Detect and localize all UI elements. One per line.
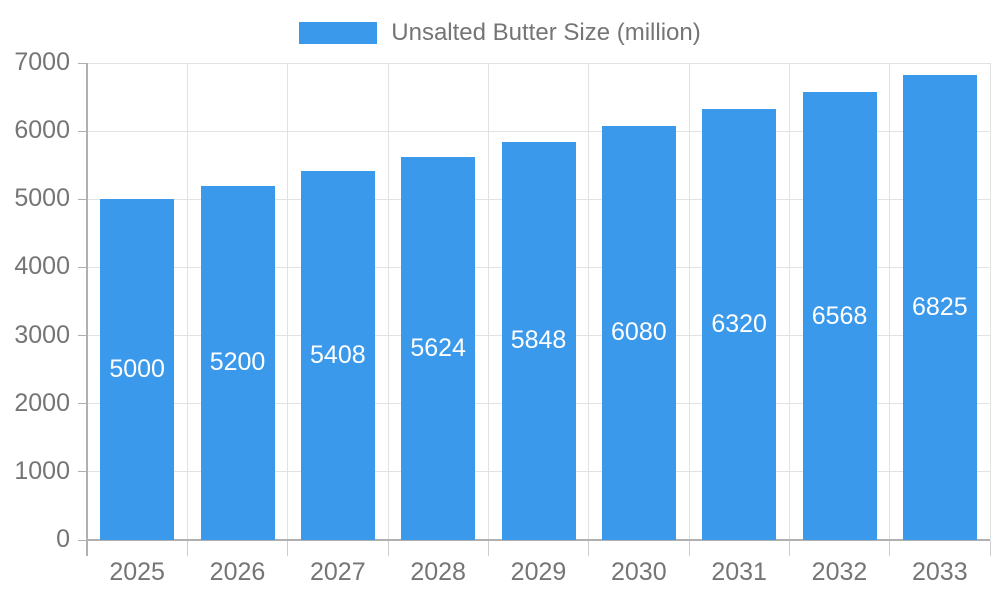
x-axis-tick-label: 2030: [611, 558, 667, 586]
bar[interactable]: 5000: [100, 199, 175, 540]
y-axis-tick: [78, 266, 87, 268]
bar-value-label: 5200: [209, 348, 266, 377]
bar-value-label: 5624: [410, 333, 466, 362]
x-axis-tick-label: 2032: [811, 558, 868, 586]
legend: Unsalted Butter Size (million): [0, 16, 1000, 50]
x-axis-tick: [889, 541, 891, 556]
y-axis-tick: [78, 471, 87, 473]
bar[interactable]: 5624: [401, 156, 476, 540]
bar-value-label: 6320: [711, 310, 767, 339]
bar[interactable]: 5848: [501, 141, 576, 540]
y-axis-tick: [78, 62, 87, 64]
grid-line-vertical: [889, 63, 891, 540]
bar[interactable]: 5200: [200, 185, 275, 540]
grid-line-vertical: [387, 63, 389, 540]
x-axis-tick-label: 2031: [711, 558, 767, 586]
bar-value-label: 5408: [310, 341, 366, 370]
bar-value-label: 6568: [811, 301, 868, 330]
bar-value-label: 5848: [510, 326, 567, 355]
grid-line-vertical: [487, 63, 489, 540]
bar[interactable]: 6080: [601, 125, 676, 540]
y-axis-tick-label: 0: [56, 525, 70, 553]
y-axis-tick-label: 7000: [14, 48, 70, 76]
y-axis-tick-label: 2000: [14, 388, 70, 417]
y-axis-line: [86, 63, 88, 556]
bar-value-label: 6825: [912, 292, 968, 321]
grid-line-vertical: [989, 63, 991, 540]
y-axis-tick-label: 3000: [14, 320, 70, 349]
y-axis-tick: [78, 403, 87, 405]
grid-line-vertical: [287, 63, 289, 540]
grid-line-vertical: [186, 63, 188, 540]
grid-line-vertical: [688, 63, 690, 540]
x-axis-tick: [788, 541, 790, 556]
y-axis-tick-label: 4000: [14, 252, 70, 281]
x-axis-tick: [186, 541, 188, 556]
bar[interactable]: 5408: [300, 171, 375, 540]
x-axis-tick: [287, 541, 289, 556]
y-axis-tick: [78, 198, 87, 200]
bar-value-label: 6080: [611, 318, 667, 347]
x-axis-tick: [989, 541, 991, 556]
y-axis-tick-label: 5000: [14, 184, 70, 213]
x-axis-tick: [588, 541, 590, 556]
y-axis-tick-label: 6000: [14, 116, 70, 145]
x-axis-tick-label: 2026: [209, 558, 266, 586]
bar[interactable]: 6568: [802, 92, 877, 540]
bar[interactable]: 6825: [902, 74, 977, 540]
x-axis-tick-label: 2033: [912, 558, 968, 586]
grid-line-vertical: [788, 63, 790, 540]
x-axis-line: [87, 539, 990, 541]
x-axis-tick-label: 2025: [109, 558, 165, 586]
y-axis-tick: [78, 539, 87, 541]
y-axis-tick-label: 1000: [14, 456, 70, 485]
legend-label[interactable]: Unsalted Butter Size (million): [391, 19, 701, 46]
x-axis-tick-label: 2028: [410, 558, 466, 586]
grid-line-horizontal: [87, 130, 990, 132]
x-axis-tick: [688, 541, 690, 556]
y-axis-tick: [78, 335, 87, 337]
grid-line-horizontal: [87, 62, 990, 64]
x-axis-tick-label: 2029: [510, 558, 567, 586]
x-axis-tick-label: 2027: [310, 558, 366, 586]
grid-line-vertical: [588, 63, 590, 540]
y-axis-tick: [78, 130, 87, 132]
legend-swatch[interactable]: [299, 22, 378, 44]
bar[interactable]: 6320: [702, 109, 777, 540]
x-axis-tick: [387, 541, 389, 556]
x-axis-tick: [487, 541, 489, 556]
bar-value-label: 5000: [109, 355, 165, 384]
